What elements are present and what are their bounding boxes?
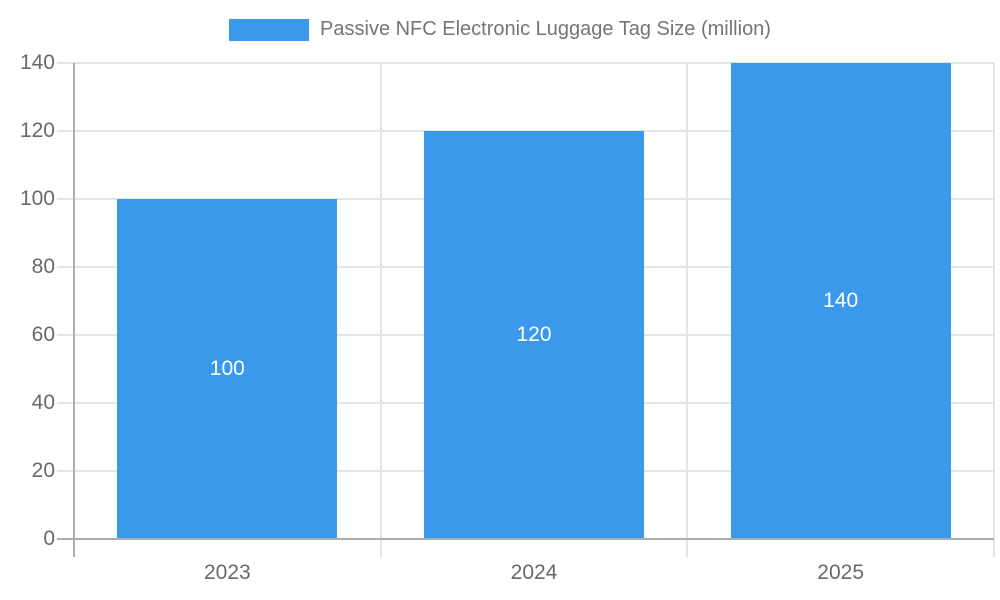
- legend-label: Passive NFC Electronic Luggage Tag Size …: [320, 18, 771, 40]
- y-axis-tick-label: 80: [31, 255, 55, 278]
- gridline-x-boundary: [993, 63, 995, 557]
- x-axis-line: [57, 538, 994, 540]
- bar-value-label: 100: [209, 357, 245, 380]
- y-axis-tick-label: 100: [19, 187, 55, 210]
- legend-swatch: [229, 18, 310, 41]
- y-axis-tick-label: 0: [43, 527, 55, 550]
- y-axis-tick-label: 120: [19, 119, 55, 142]
- bar-value-label: 120: [516, 323, 552, 346]
- bar-2024: [424, 131, 644, 538]
- bar-2023: [117, 199, 338, 538]
- x-axis-tick-label: 2025: [817, 561, 865, 584]
- gridline-y-140: [57, 62, 994, 64]
- y-axis-tick-label: 140: [19, 51, 55, 74]
- x-axis-tick-label: 2024: [510, 561, 558, 584]
- y-axis-line: [73, 63, 75, 557]
- y-axis-tick-label: 40: [31, 391, 55, 414]
- y-axis-tick-label: 60: [31, 323, 55, 346]
- legend[interactable]: Passive NFC Electronic Luggage Tag Size …: [0, 18, 1000, 41]
- gridline-x-boundary: [686, 63, 689, 557]
- bar-value-label: 140: [823, 289, 859, 312]
- y-axis-tick-label: 20: [31, 459, 55, 482]
- gridline-x-boundary: [379, 63, 382, 557]
- bar-2025: [730, 63, 951, 538]
- x-axis-tick-label: 2023: [203, 561, 251, 584]
